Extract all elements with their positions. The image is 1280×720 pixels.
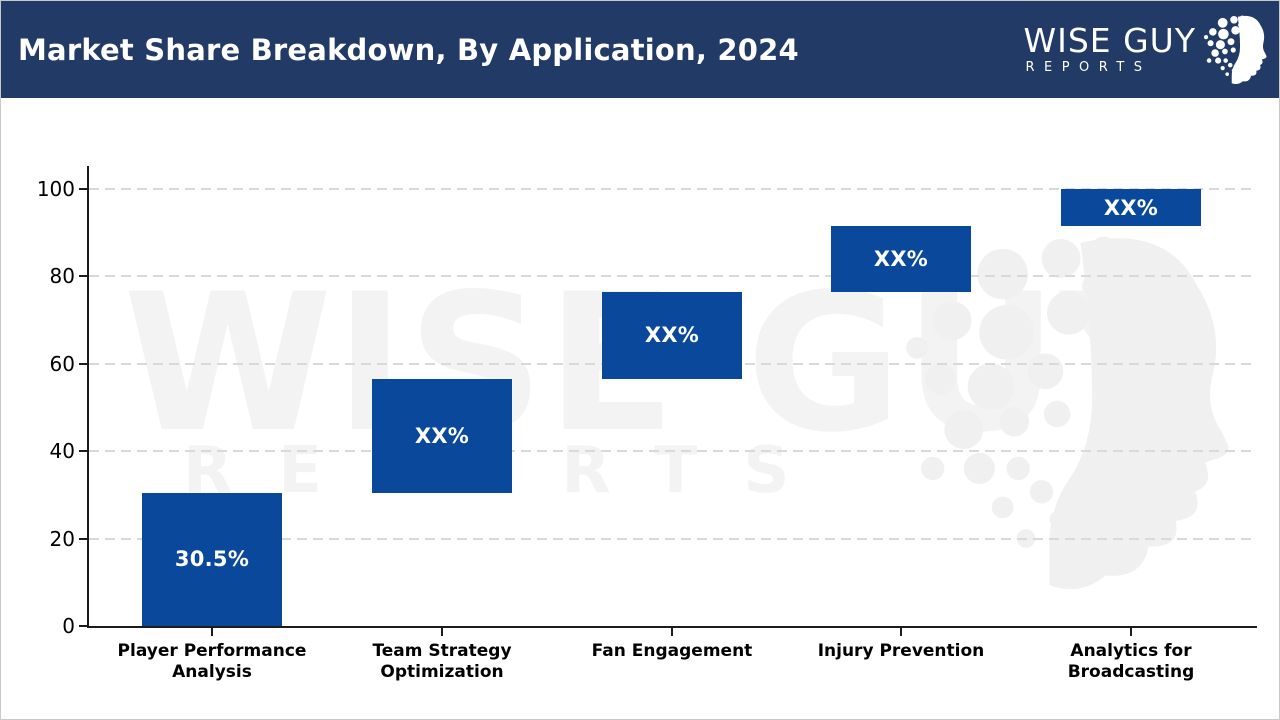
y-tick-mark xyxy=(79,362,87,365)
x-tick-mark xyxy=(441,628,443,636)
y-tick-label: 0 xyxy=(62,614,75,638)
y-tick-label: 60 xyxy=(49,351,75,376)
gridline-80 xyxy=(89,275,1257,278)
category-label: Fan Engagement xyxy=(591,641,753,661)
category-label: Player Performance Analysis xyxy=(117,641,307,683)
y-tick-mark xyxy=(79,188,87,190)
bar-segment: XX% xyxy=(602,291,742,380)
y-tick-label: 40 xyxy=(49,439,75,464)
bar-value-label: 30.5% xyxy=(174,547,250,572)
chart-title: Market Share Breakdown, By Application, … xyxy=(18,32,799,67)
gridline-100 xyxy=(89,188,1257,190)
gridline-20 xyxy=(89,537,1257,540)
bar-value-label: XX% xyxy=(644,323,700,348)
category-label: Analytics for Broadcasting xyxy=(1067,641,1195,683)
y-tick-mark xyxy=(79,625,87,627)
brand-sub: REPORTS xyxy=(1025,60,1152,76)
y-tick-mark xyxy=(79,450,87,453)
brand-text: WISE GUY REPORTS xyxy=(1023,20,1196,76)
brand-logo: WISE GUY REPORTS xyxy=(1023,12,1268,88)
bar-value-label: XX% xyxy=(873,246,929,271)
y-tick-mark xyxy=(79,275,87,278)
y-tick-label: 20 xyxy=(49,526,75,551)
bar-segment: XX% xyxy=(1061,189,1201,227)
x-tick-mark xyxy=(1130,628,1132,636)
y-tick-label: 80 xyxy=(49,264,75,289)
brand-name: WISE GUY xyxy=(1023,20,1196,60)
x-tick-mark xyxy=(671,628,673,636)
bar-segment: XX% xyxy=(831,226,971,292)
x-axis xyxy=(87,626,1257,628)
y-tick-mark xyxy=(79,537,87,540)
bar-value-label: XX% xyxy=(1103,195,1159,220)
bar-segment: XX% xyxy=(372,379,512,493)
bar-value-label: XX% xyxy=(414,423,470,448)
bar-segment: 30.5% xyxy=(142,492,282,626)
category-label: Injury Prevention xyxy=(817,641,985,661)
header-bar: Market Share Breakdown, By Application, … xyxy=(1,1,1279,98)
x-tick-mark xyxy=(900,628,902,636)
y-axis xyxy=(87,166,89,628)
wise-guy-head-icon xyxy=(1203,15,1267,84)
gridline-40 xyxy=(89,450,1257,453)
y-tick-label: 100 xyxy=(36,177,75,201)
x-tick-mark xyxy=(211,628,213,636)
category-label: Team Strategy Optimization xyxy=(372,641,512,683)
